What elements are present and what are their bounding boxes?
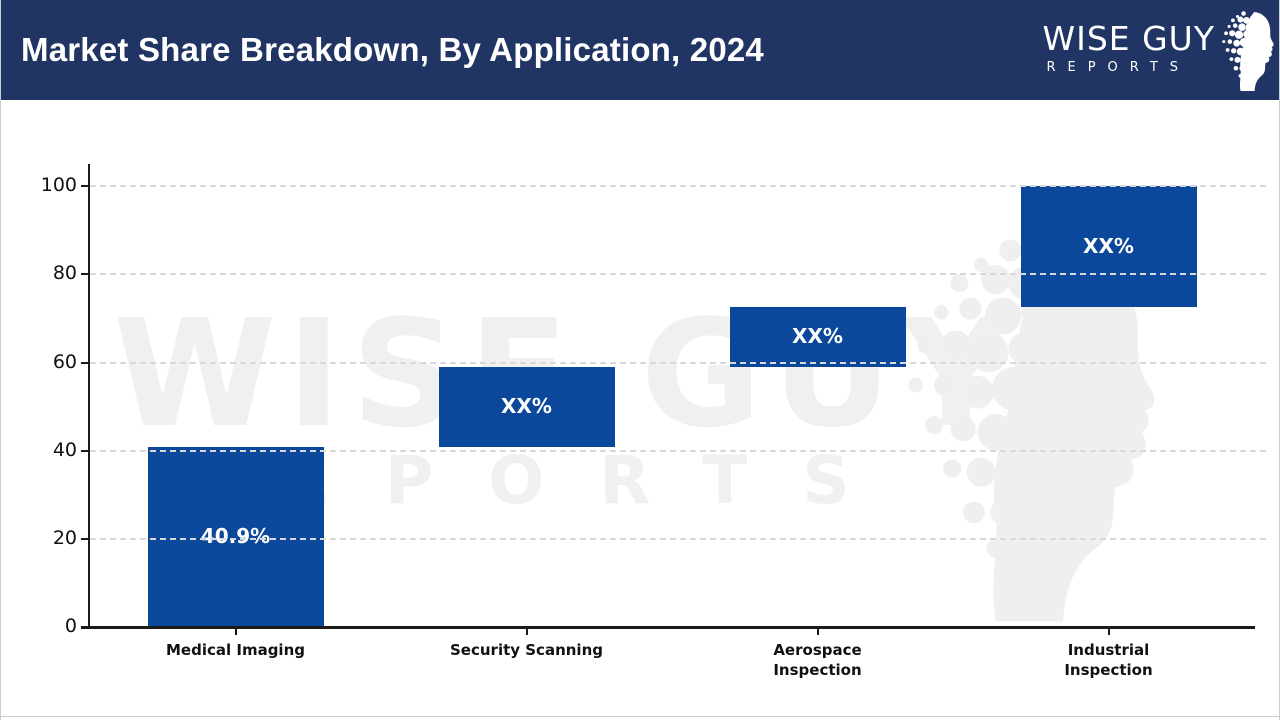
y-tick-label: 40	[52, 438, 77, 461]
y-tick-mark	[81, 273, 90, 276]
waterfall-bar: XX%	[1020, 186, 1197, 307]
y-tick-mark	[81, 626, 90, 628]
gridline	[90, 361, 1266, 364]
y-axis-line	[88, 164, 90, 629]
x-category-label: Security Scanning	[450, 641, 603, 659]
y-tick-mark	[81, 361, 90, 364]
bar-value-label: XX%	[1083, 233, 1134, 258]
waterfall-chart: 0 20 40 60 80 100 40.9% Medical Imaging XX% Secur…	[1, 100, 1279, 716]
y-tick-mark	[81, 185, 90, 188]
x-category-label: Industrial Inspection	[1064, 641, 1153, 680]
brand-logo-line1: WISE GUY	[1042, 19, 1215, 58]
x-tick-mark	[816, 627, 819, 635]
waterfall-bar: XX%	[438, 366, 615, 447]
waterfall-bar: XX%	[729, 306, 906, 367]
y-tick-label: 100	[40, 174, 77, 197]
x-category-label: Medical Imaging	[166, 641, 305, 659]
y-tick-label: 20	[52, 526, 77, 549]
gridline	[90, 273, 1266, 276]
y-tick-mark	[81, 449, 90, 452]
brand-logo: WISE GUY REPORTS	[1042, 19, 1215, 75]
y-tick-label: 60	[52, 350, 77, 373]
x-category-label: Aerospace Inspection	[773, 641, 862, 680]
waterfall-bar: 40.9%	[147, 446, 324, 627]
gridline	[90, 449, 1266, 452]
bottom-divider	[1, 716, 1279, 717]
x-axis-line	[81, 626, 1255, 629]
bar-value-label: 40.9%	[200, 523, 271, 548]
wiseguy-head-icon	[1222, 11, 1274, 92]
y-tick-label: 0	[64, 615, 77, 637]
page-title: Market Share Breakdown, By Application, …	[21, 31, 764, 68]
gridline	[90, 537, 1266, 540]
header-bar: Market Share Breakdown, By Application, …	[1, 0, 1279, 100]
x-tick-mark	[525, 627, 528, 635]
y-tick-label: 80	[52, 262, 77, 285]
bar-value-label: XX%	[501, 393, 552, 418]
bar-value-label: XX%	[792, 323, 843, 348]
x-tick-mark	[1107, 627, 1110, 635]
brand-logo-line2: REPORTS	[1046, 59, 1191, 75]
gridline	[90, 185, 1266, 188]
y-tick-mark	[81, 537, 90, 540]
x-tick-mark	[234, 627, 237, 635]
